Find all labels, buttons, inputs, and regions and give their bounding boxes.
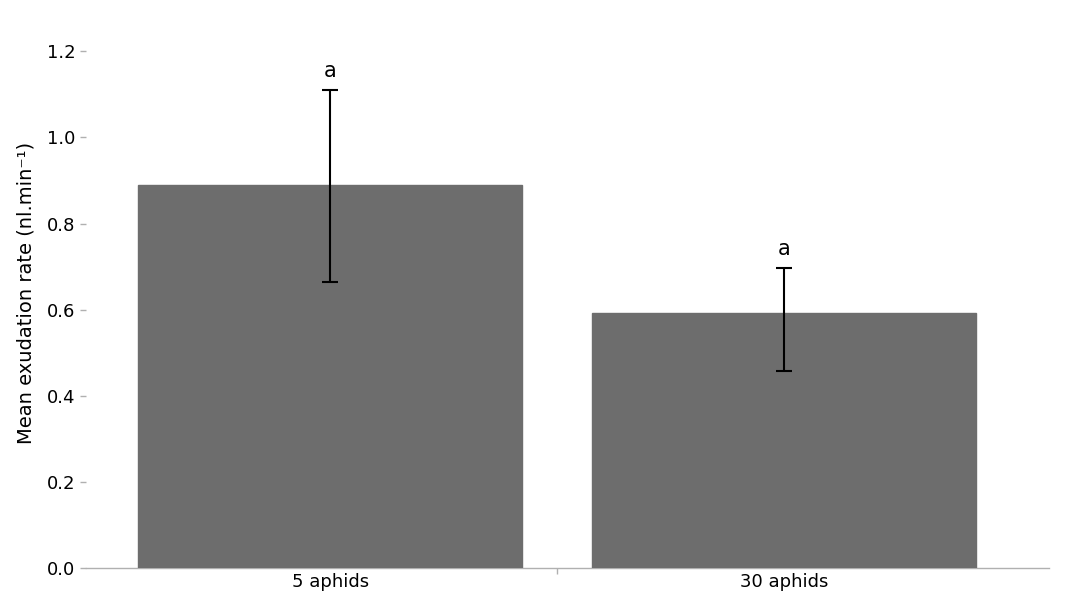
Text: a: a <box>777 240 790 260</box>
Y-axis label: Mean exudation rate (nl.min⁻¹): Mean exudation rate (nl.min⁻¹) <box>17 142 35 444</box>
Text: a: a <box>324 61 337 81</box>
Bar <box>139 185 522 568</box>
Bar <box>592 313 976 568</box>
